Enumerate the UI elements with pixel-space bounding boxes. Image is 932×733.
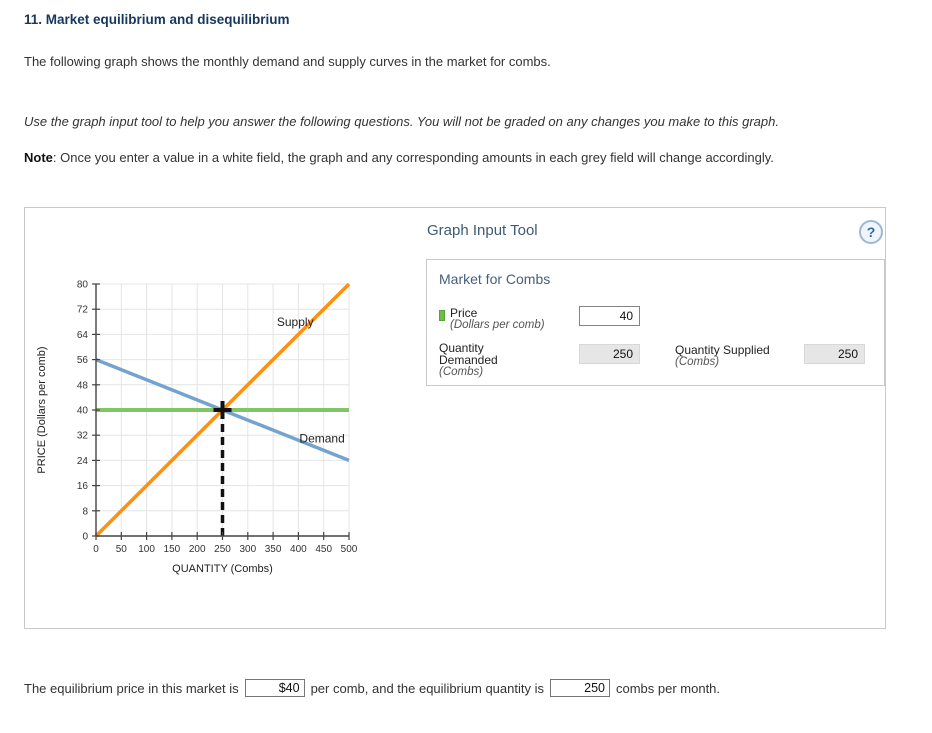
quantity-supplied-label-main: Quantity Supplied <box>675 343 770 357</box>
answer-line: The equilibrium price in this market is … <box>24 679 720 697</box>
quantity-supplied-field <box>804 344 865 364</box>
price-line-swatch-icon <box>439 310 445 321</box>
quantity-supplied-label-sub: (Combs) <box>675 356 720 368</box>
answer-text-between: per comb, and the equilibrium quantity i… <box>310 680 544 696</box>
svg-text:350: 350 <box>265 544 282 555</box>
svg-text:100: 100 <box>138 544 155 555</box>
svg-text:16: 16 <box>77 481 89 492</box>
svg-text:500: 500 <box>341 544 358 555</box>
svg-text:Demand: Demand <box>299 431 344 445</box>
svg-text:8: 8 <box>82 506 88 517</box>
note-rest: : Once you enter a value in a white fiel… <box>52 150 774 165</box>
svg-text:56: 56 <box>77 355 89 366</box>
svg-text:400: 400 <box>290 544 307 555</box>
equilibrium-price-input[interactable] <box>244 679 305 697</box>
note-label: Note <box>24 150 53 165</box>
svg-text:48: 48 <box>77 380 89 391</box>
instructions-text: Use the graph input tool to help you ans… <box>24 114 779 129</box>
graph-input-tool-title: Graph Input Tool <box>427 222 538 239</box>
question-title: 11. Market equilibrium and disequilibriu… <box>24 12 290 27</box>
svg-text:40: 40 <box>77 406 89 417</box>
svg-text:300: 300 <box>239 544 256 555</box>
equilibrium-quantity-input[interactable] <box>549 679 610 697</box>
svg-text:24: 24 <box>77 456 89 467</box>
note-text: Note: Once you enter a value in a white … <box>24 150 774 165</box>
quantity-demanded-label-sub: (Combs) <box>439 366 484 378</box>
intro-text: The following graph shows the monthly de… <box>24 54 551 69</box>
market-panel-title: Market for Combs <box>439 271 551 287</box>
quantity-demanded-label-main: Quantity Demanded <box>439 341 498 367</box>
svg-text:50: 50 <box>116 544 128 555</box>
svg-text:200: 200 <box>189 544 206 555</box>
answer-text-after: combs per month. <box>615 680 721 696</box>
svg-text:QUANTITY (Combs): QUANTITY (Combs) <box>172 563 273 575</box>
svg-text:80: 80 <box>77 280 89 291</box>
quantity-demanded-label: Quantity Demanded (Combs) <box>439 342 511 378</box>
svg-text:32: 32 <box>77 431 89 442</box>
svg-text:150: 150 <box>164 544 181 555</box>
graph-input-tool-box: Market for Combs Price (Dollars per comb… <box>426 259 885 386</box>
price-label-main: Price <box>450 306 478 320</box>
svg-text:72: 72 <box>77 305 89 316</box>
graph-panel: 0 8 16 24 32 40 48 56 64 72 80 0 50 100 150 200 250 300 35… <box>24 207 886 629</box>
svg-text:450: 450 <box>315 544 332 555</box>
help-icon[interactable]: ? <box>859 220 883 244</box>
market-chart: 0 8 16 24 32 40 48 56 64 72 80 0 50 100 150 200 250 300 35… <box>33 270 369 580</box>
svg-text:0: 0 <box>82 532 88 543</box>
svg-text:Supply: Supply <box>277 315 314 329</box>
graph-input-tool-header: Graph Input Tool ? <box>427 220 885 248</box>
quantity-demanded-field <box>579 344 640 364</box>
price-label: Price (Dollars per comb) <box>450 307 545 331</box>
price-label-sub: (Dollars per comb) <box>450 319 545 331</box>
price-input[interactable] <box>579 306 640 326</box>
quantity-supplied-label: Quantity Supplied (Combs) <box>675 344 800 368</box>
svg-text:0: 0 <box>93 544 99 555</box>
svg-text:250: 250 <box>214 544 231 555</box>
svg-text:64: 64 <box>77 330 89 341</box>
svg-text:PRICE (Dollars per comb): PRICE (Dollars per comb) <box>36 346 48 473</box>
answer-text-before: The equilibrium price in this market is <box>24 680 239 696</box>
